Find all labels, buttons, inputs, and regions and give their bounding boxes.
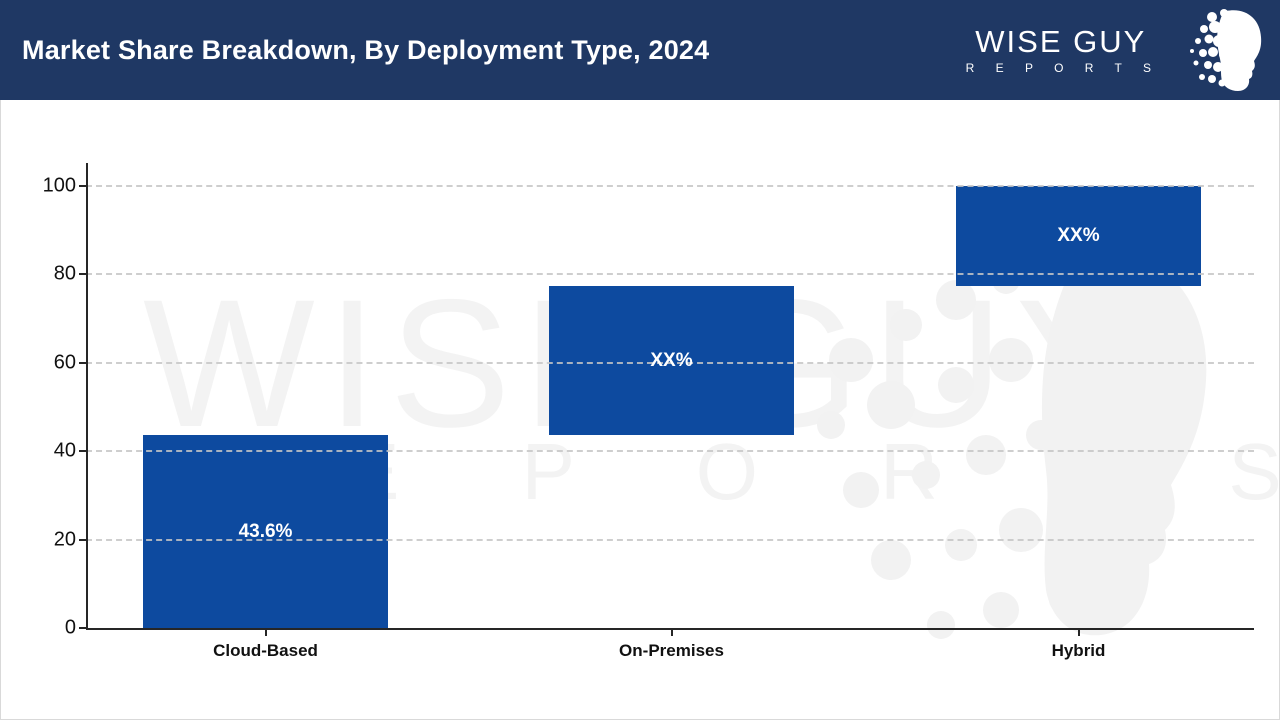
x-tick-label-hybrid: Hybrid [1051, 641, 1106, 660]
x-tick-mark [670, 630, 673, 636]
x-tick-mark [264, 630, 267, 636]
x-axis-line [86, 628, 1254, 630]
bar-value-label: XX% [650, 349, 693, 371]
chart-container: WISE GUY R E P O R T S 43.6% XX% XX% 0 20 40 6… [0, 100, 1280, 720]
y-tick-mark [79, 450, 86, 453]
x-tick-label-on-premises: On-Premises [619, 641, 724, 660]
y-tick-label: 100 [42, 174, 76, 197]
wiseguy-face-icon [1190, 9, 1262, 92]
gridline-60 [86, 361, 1254, 364]
plot-area: 43.6% XX% XX% 0 20 40 60 80 100 Cloud-Based On-Pre… [1, 100, 1279, 719]
y-tick-mark [79, 538, 86, 541]
y-tick-label: 60 [53, 351, 76, 374]
bar-value-label: 43.6% [238, 520, 293, 542]
wiseguy-logo: WISE GUY R E P O R T S [962, 5, 1280, 95]
header-banner: Market Share Breakdown, By Deployment Ty… [0, 0, 1280, 100]
logo-subtitle: R E P O R T S [965, 60, 1160, 75]
bar-on-premises [549, 285, 794, 436]
y-tick-mark [79, 361, 86, 364]
logo-wordmark: WISE GUY [975, 23, 1147, 59]
wiseguy-logo-text: WISE GUY R E P O R T S [962, 26, 1160, 75]
y-tick-mark [79, 185, 86, 187]
bar-hybrid [956, 186, 1201, 286]
gridline-40 [86, 450, 1254, 453]
y-tick-label: 0 [64, 616, 76, 639]
page-title: Market Share Breakdown, By Deployment Ty… [22, 34, 710, 65]
y-tick-label: 80 [53, 262, 76, 285]
gridline-80 [86, 273, 1254, 276]
gridline-100 [86, 185, 1254, 187]
y-axis-line [86, 163, 88, 630]
bar-value-label: XX% [1057, 224, 1100, 246]
gridline-20 [86, 538, 1254, 541]
y-tick-label: 40 [53, 439, 76, 462]
bar-cloud-based [143, 435, 388, 628]
x-tick-label-cloud-based: Cloud-Based [213, 641, 318, 660]
y-tick-label: 20 [53, 528, 76, 551]
y-tick-mark [79, 273, 86, 276]
y-tick-mark [79, 627, 86, 629]
x-tick-mark [1077, 630, 1080, 636]
